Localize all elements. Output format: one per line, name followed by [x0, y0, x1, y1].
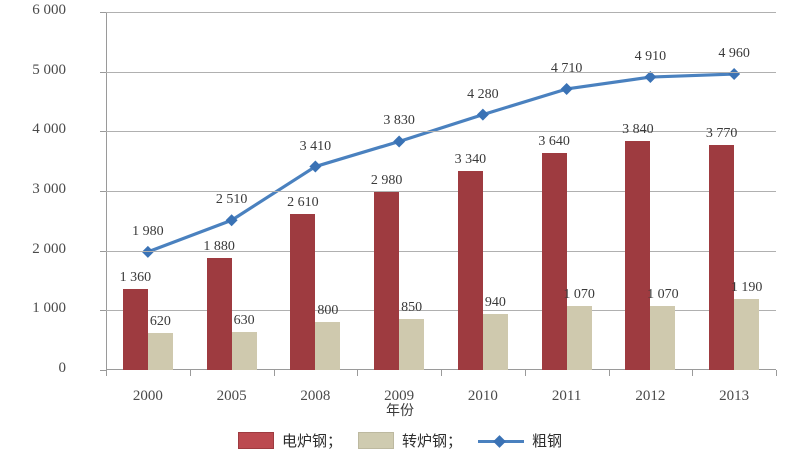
bar-value-label: 3 770 [705, 126, 738, 142]
x-axis-tick-mark [189, 370, 191, 376]
y-axis-tick-label: 3 000 [32, 181, 66, 197]
x-axis-tick-label: 2008 [300, 388, 331, 404]
bar-value-label: 2 980 [370, 173, 403, 189]
legend-label: 粗钢 [532, 434, 563, 450]
gridline [106, 71, 776, 73]
line-value-label: 3 410 [299, 138, 332, 154]
x-axis-title: 年份 [386, 404, 414, 419]
y-axis-tick-label: 5 000 [32, 61, 66, 78]
x-axis-tick-mark [692, 370, 694, 376]
line-marker [141, 245, 154, 258]
bar [399, 319, 425, 370]
legend-line-marker-icon [478, 434, 524, 448]
legend-swatch-icon [357, 432, 394, 449]
y-axis-tick-mark [100, 71, 106, 73]
x-axis-tick-mark [524, 370, 526, 376]
bar-value-label: 850 [401, 300, 423, 316]
bar [709, 145, 735, 370]
bar-value-label: 3 340 [454, 151, 487, 167]
chart-legend: 电炉钢； 转炉钢； 粗钢 [0, 430, 800, 451]
bar [374, 192, 400, 370]
line-marker [560, 82, 573, 95]
y-axis-tick-mark [100, 191, 106, 192]
gridline [106, 12, 776, 13]
line-marker [728, 68, 741, 81]
y-axis-tick-mark [100, 250, 106, 252]
bar [650, 306, 676, 370]
bar [206, 257, 232, 370]
gridline [106, 310, 776, 312]
bar-value-label: 1 190 [730, 279, 763, 295]
bar [147, 333, 173, 370]
y-axis-tick-label: 6 000 [32, 2, 66, 18]
bar-value-label: 3 640 [538, 133, 570, 149]
bar-value-label: 800 [317, 303, 339, 319]
bar-value-label: 630 [233, 313, 255, 329]
gridline [106, 250, 776, 252]
x-axis-tick-label: 2010 [467, 388, 498, 404]
x-axis-tick-label: 2013 [719, 388, 750, 404]
bar [315, 322, 341, 370]
line-marker [309, 160, 322, 173]
bar [457, 170, 483, 370]
line-value-label: 2 510 [215, 192, 248, 208]
x-axis-tick-mark [273, 370, 275, 376]
bar [625, 140, 651, 370]
line-marker [225, 214, 238, 227]
line-value-label: 1 980 [132, 223, 164, 239]
x-axis-tick-mark [441, 370, 442, 376]
y-axis-tick-mark [100, 12, 106, 13]
bar [541, 152, 567, 370]
x-axis-tick-label: 2012 [635, 388, 666, 404]
y-axis-tick-label: 1 000 [32, 300, 66, 317]
bar [734, 299, 760, 370]
gridline [106, 131, 776, 133]
bar [290, 214, 316, 370]
plot-area: 0 1 000 2 000 3 000 4 000 5 000 6 000 2000 2005 2… [32, 2, 777, 404]
gridline [106, 191, 776, 192]
legend-swatch-icon [237, 432, 274, 449]
bar [231, 332, 257, 370]
bar-value-label: 1 070 [563, 287, 595, 303]
x-axis-tick-mark [106, 370, 107, 376]
x-axis-line [106, 369, 776, 370]
bar [122, 288, 148, 370]
legend-item[interactable]: 粗钢 [478, 430, 562, 451]
legend-item[interactable]: 电炉钢； [237, 430, 342, 451]
y-axis-tick-mark [100, 131, 106, 133]
x-axis-tick-mark [608, 370, 610, 376]
bar-value-label: 620 [149, 314, 171, 329]
line-marker [644, 71, 657, 84]
bar [482, 313, 508, 370]
y-axis-tick-mark [100, 310, 106, 312]
x-axis-tick-label: 2000 [132, 388, 163, 404]
x-axis-tick-mark [776, 370, 777, 376]
line-value-label: 4 710 [550, 60, 583, 76]
bar-value-label: 1 360 [119, 269, 152, 285]
y-axis-tick-mark [100, 370, 106, 371]
y-axis-tick-label: 2 000 [32, 240, 66, 257]
line-value-label: 3 830 [383, 113, 415, 129]
legend-label: 转炉钢； [401, 434, 462, 450]
bar [566, 306, 592, 370]
legend-label: 电炉钢； [281, 434, 342, 450]
bar-value-label: 1 880 [203, 238, 235, 254]
y-axis-tick-label: 4 000 [32, 121, 66, 138]
x-axis-tick-label: 2011 [551, 388, 582, 404]
line-value-label: 4 280 [467, 86, 499, 102]
bar-value-label: 3 840 [622, 121, 654, 137]
bar-value-label: 2 610 [287, 195, 319, 211]
bar-value-label: 940 [484, 294, 506, 310]
legend-item[interactable]: 转炉钢； [357, 430, 462, 451]
line-marker [393, 135, 406, 148]
line-marker [476, 108, 489, 121]
x-axis-tick-label: 2005 [216, 388, 247, 404]
line-value-label: 4 960 [718, 46, 750, 62]
x-axis-tick-mark [357, 370, 359, 376]
bar-value-label: 1 070 [647, 287, 679, 303]
y-axis-tick-label: 0 [58, 360, 67, 376]
x-axis-tick-label: 2009 [384, 388, 415, 404]
line-value-label: 4 910 [634, 49, 667, 65]
